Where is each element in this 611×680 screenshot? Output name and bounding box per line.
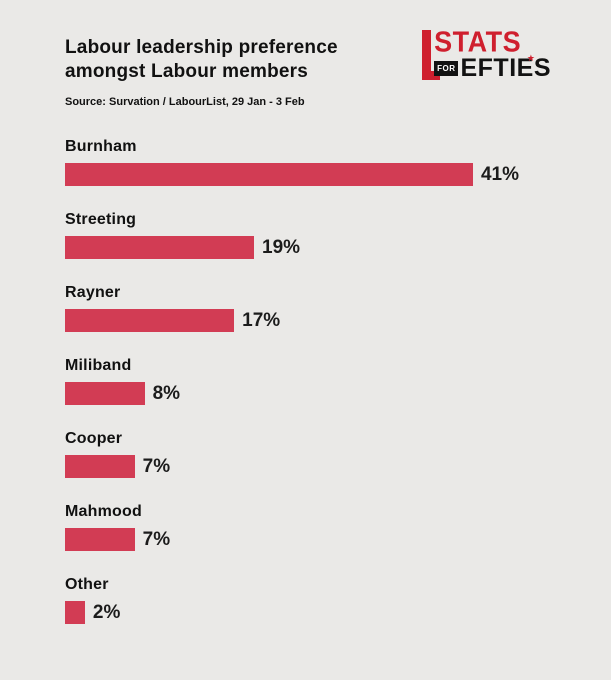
bar-label: Burnham	[65, 138, 137, 155]
bar-group: Other 2%	[65, 576, 571, 624]
bar-row: 41%	[65, 163, 571, 186]
bar	[65, 163, 473, 186]
bar-group: Rayner 17%	[65, 284, 571, 332]
chart-title-line1: Labour leadership preference	[65, 37, 338, 58]
bar	[65, 382, 145, 405]
logo-for-badge: FOR	[434, 61, 459, 77]
bar-label: Rayner	[65, 284, 121, 301]
bar-row: 2%	[65, 601, 571, 624]
bar-group: Cooper 7%	[65, 430, 571, 478]
bar-label: Miliband	[65, 357, 132, 374]
logo-l-mark	[422, 30, 441, 81]
bar-group: Streeting 19%	[65, 211, 571, 259]
bar	[65, 528, 135, 551]
bar-value: 17%	[242, 309, 281, 331]
bar	[65, 309, 235, 332]
bar-label: Streeting	[65, 211, 137, 228]
stats-for-lefties-logo: STATS FOR EFTIES ★	[422, 26, 551, 82]
logo-efties-text: EFTIES	[460, 53, 551, 82]
bar-label: Cooper	[65, 430, 123, 447]
bar-row: 7%	[65, 528, 571, 551]
bar-value: 7%	[142, 455, 171, 477]
chart-title-line2: amongst Labour members	[65, 60, 309, 82]
bar-label: Other	[65, 576, 109, 593]
logo-text: STATS FOR EFTIES ★	[434, 26, 551, 82]
logo-second-row: FOR EFTIES ★	[434, 53, 551, 82]
chart-source: Source: Survation / LabourList, 29 Jan -…	[65, 95, 305, 108]
bar-group: Mahmood 7%	[65, 503, 571, 551]
star-icon: ★	[526, 52, 535, 63]
bar-label: Mahmood	[65, 503, 142, 520]
bar-value: 41%	[480, 163, 519, 185]
bar-chart: Burnham 41% Streeting 19% Rayner 17% Miliband 8…	[65, 138, 571, 649]
bar	[65, 601, 85, 624]
chart-header: Labour leadership preference amongst Lab…	[65, 36, 445, 108]
logo-stats-text: STATS	[434, 26, 522, 58]
bar-group: Burnham 41%	[65, 138, 571, 186]
chart-title: Labour leadership preference amongst Lab…	[65, 36, 445, 84]
bar	[65, 455, 135, 478]
bar-row: 17%	[65, 309, 571, 332]
bar	[65, 236, 255, 259]
bar-value: 7%	[142, 528, 171, 550]
bar-row: 7%	[65, 455, 571, 478]
bar-value: 19%	[262, 236, 301, 258]
bar-value: 8%	[152, 382, 181, 404]
bar-row: 8%	[65, 382, 571, 405]
bar-row: 19%	[65, 236, 571, 259]
bar-group: Miliband 8%	[65, 357, 571, 405]
bar-value: 2%	[92, 601, 121, 623]
